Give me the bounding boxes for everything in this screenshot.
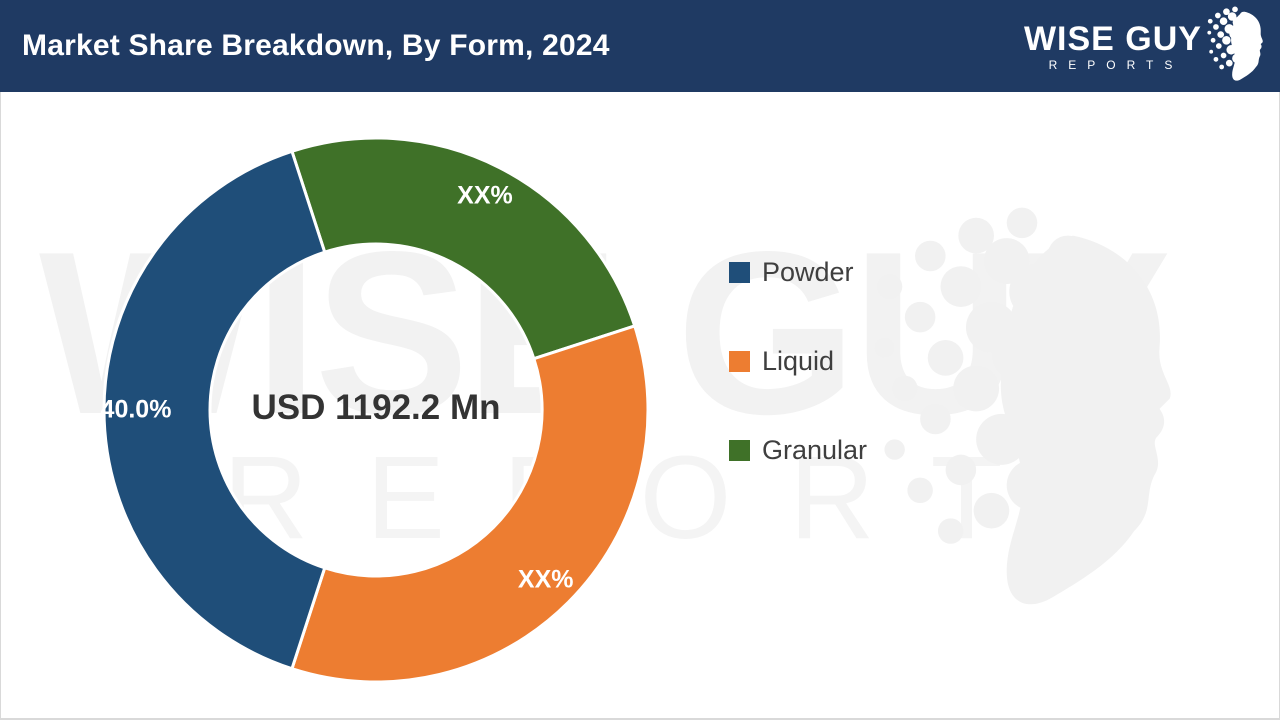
legend-label-powder: Powder <box>762 256 854 287</box>
wiseguy-logo-text: WISE GUY REPORTS <box>1024 22 1202 71</box>
logo-subtitle: REPORTS <box>1048 57 1184 72</box>
legend-swatch-powder <box>729 261 750 283</box>
page-title: Market Share Breakdown, By Form, 2024 <box>22 29 610 62</box>
donut-segment-powder[interactable] <box>102 149 327 671</box>
watermark-face <box>874 207 1171 605</box>
chart-area: WISE GUY REPORTS USD 1192.2 Mn XX% XX% 40.… <box>0 92 1280 720</box>
wiseguy-face-icon <box>1207 6 1263 81</box>
segment-value-powder: 40.0% <box>100 395 172 424</box>
legend-label-granular: Granular <box>762 434 868 465</box>
legend-item-liquid[interactable]: Liquid <box>729 347 867 375</box>
header-bar: Market Share Breakdown, By Form, 2024 WI… <box>0 0 1280 92</box>
wiseguy-logo: WISE GUY REPORTS <box>1024 6 1266 86</box>
segment-value-liquid: XX% <box>517 565 574 594</box>
donut-segment-granular[interactable] <box>290 136 637 361</box>
legend-item-granular[interactable]: Granular <box>729 436 867 464</box>
legend-label-liquid: Liquid <box>762 345 835 376</box>
logo-wordmark: WISE GUY <box>1023 19 1202 58</box>
legend-item-powder[interactable]: Powder <box>729 258 867 286</box>
legend-swatch-granular <box>729 439 750 461</box>
donut-segment-liquid[interactable] <box>290 324 650 684</box>
donut-chart[interactable] <box>96 130 656 690</box>
segment-value-granular: XX% <box>457 181 513 210</box>
chart-legend: Powder Liquid Granular <box>729 258 867 525</box>
donut-center-value: USD 1192.2 Mn <box>251 388 501 427</box>
legend-swatch-liquid <box>729 350 750 372</box>
